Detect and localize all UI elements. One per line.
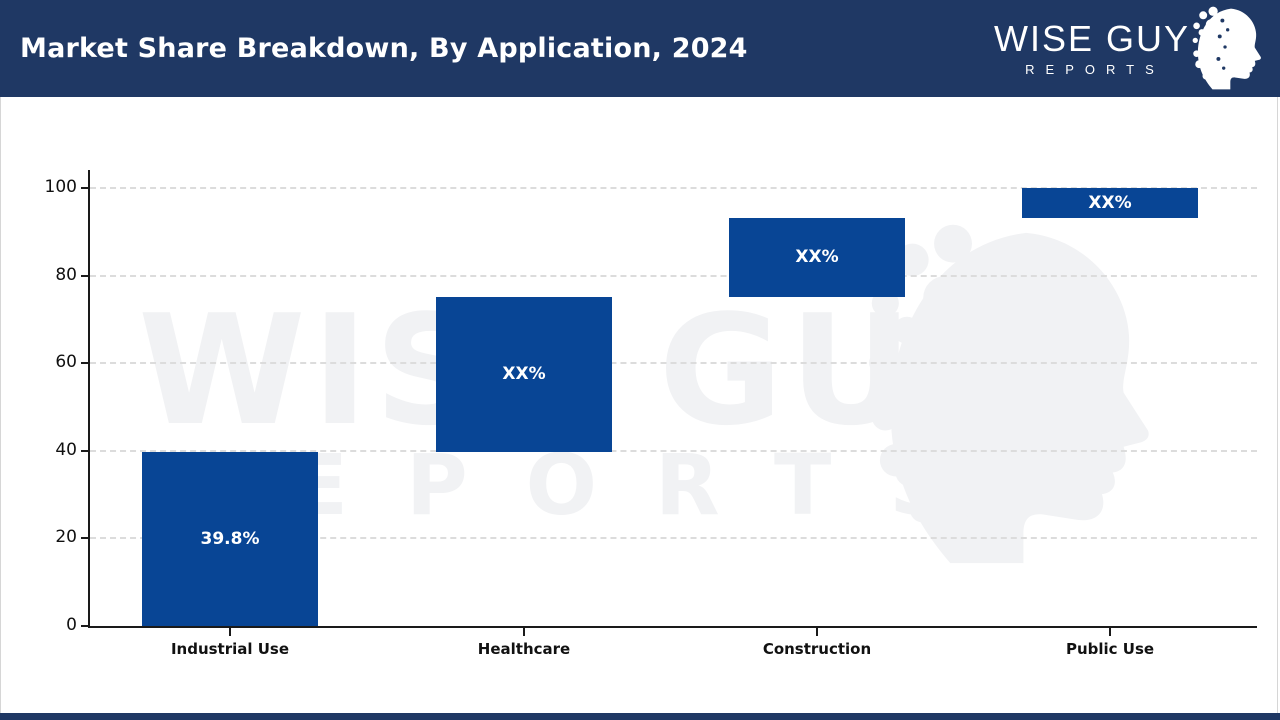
bar-public-use: XX% — [1022, 188, 1198, 219]
y-tick-label: 0 — [66, 615, 77, 635]
x-tick-label-public-use: Public Use — [1065, 640, 1155, 658]
grid-line — [90, 449, 1257, 452]
x-axis-tick — [816, 628, 818, 636]
bar-construction: XX% — [729, 218, 905, 297]
header-bar: Market Share Breakdown, By Application, … — [0, 0, 1280, 97]
y-axis-tick — [81, 625, 90, 627]
bar-healthcare: XX% — [436, 296, 612, 452]
logo-wordmark: WISE GUY — [993, 18, 1190, 59]
y-tick-label: 80 — [55, 264, 77, 285]
y-axis-tick — [81, 537, 90, 540]
y-axis-tick — [81, 187, 90, 189]
x-axis-tick — [229, 628, 231, 636]
bar-value-label: XX% — [502, 364, 546, 385]
x-tick-label-healthcare: Healthcare — [477, 640, 571, 658]
y-tick-label: 20 — [55, 527, 77, 548]
grid-line — [90, 187, 1257, 189]
grid-line — [90, 537, 1257, 540]
y-tick-label: 40 — [55, 439, 77, 460]
x-axis-tick — [1109, 628, 1111, 636]
bar-value-label: XX% — [1088, 193, 1132, 214]
page-title: Market Share Breakdown, By Application, … — [20, 33, 748, 64]
grid-line — [90, 274, 1257, 277]
footer-bar — [0, 713, 1280, 720]
wise-guy-logo: WISE GUY REPORTS — [994, 6, 1266, 92]
x-axis — [88, 626, 1257, 628]
y-axis — [88, 170, 90, 628]
x-tick-label-industrial-use: Industrial Use — [170, 640, 290, 658]
bar-value-label: XX% — [795, 247, 839, 268]
wise-guy-face-icon — [1192, 6, 1261, 89]
grid-line — [90, 362, 1257, 365]
y-tick-label: 100 — [44, 177, 77, 197]
bar-value-label: 39.8% — [200, 528, 260, 549]
x-axis-tick — [523, 628, 525, 636]
y-axis-tick — [81, 362, 90, 365]
logo-text: WISE GUY REPORTS — [993, 18, 1190, 77]
y-axis-tick — [81, 274, 90, 277]
y-tick-label: 60 — [55, 352, 77, 373]
bar-industrial-use: 39.8% — [142, 451, 318, 626]
y-axis-tick — [81, 449, 90, 452]
logo-subtitle: REPORTS — [1025, 62, 1165, 77]
x-tick-label-construction: Construction — [762, 640, 872, 658]
